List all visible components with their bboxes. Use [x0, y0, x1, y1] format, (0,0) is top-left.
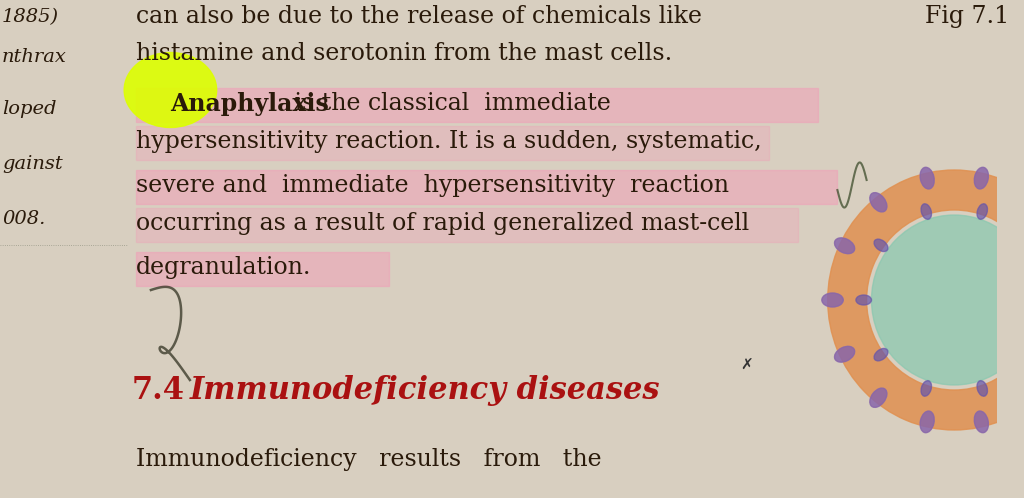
Ellipse shape — [835, 346, 855, 362]
Ellipse shape — [921, 411, 934, 433]
Ellipse shape — [921, 167, 934, 189]
Bar — [136, 126, 769, 160]
Text: can also be due to the release of chemicals like: can also be due to the release of chemic… — [136, 5, 702, 28]
Ellipse shape — [977, 204, 987, 219]
Text: Fig 7.1: Fig 7.1 — [925, 5, 1010, 28]
Text: nthrax: nthrax — [2, 48, 67, 66]
Text: Anaphylaxis: Anaphylaxis — [170, 92, 330, 116]
Text: hypersensitivity reaction. It is a sudden, systematic,: hypersensitivity reaction. It is a sudde… — [136, 130, 762, 153]
Ellipse shape — [869, 193, 887, 212]
Ellipse shape — [974, 411, 988, 433]
Ellipse shape — [856, 295, 871, 305]
Bar — [136, 208, 799, 242]
Ellipse shape — [977, 380, 987, 396]
Text: Immunodeficiency   results   from   the: Immunodeficiency results from the — [136, 448, 602, 471]
Text: degranulation.: degranulation. — [136, 256, 312, 279]
Ellipse shape — [1021, 349, 1024, 361]
Bar — [136, 170, 838, 204]
Text: 1885): 1885) — [2, 8, 59, 26]
Ellipse shape — [1022, 388, 1024, 407]
Ellipse shape — [124, 52, 217, 127]
Ellipse shape — [835, 238, 855, 253]
Bar — [136, 88, 818, 122]
Ellipse shape — [1021, 239, 1024, 251]
Text: ✗: ✗ — [740, 358, 753, 373]
Ellipse shape — [874, 349, 888, 361]
Ellipse shape — [822, 293, 843, 307]
Text: occurring as a result of rapid generalized mast-cell: occurring as a result of rapid generaliz… — [136, 212, 750, 235]
Ellipse shape — [874, 239, 888, 251]
Circle shape — [871, 215, 1024, 385]
Text: loped: loped — [2, 100, 56, 118]
Ellipse shape — [1022, 193, 1024, 212]
Ellipse shape — [921, 204, 932, 219]
Ellipse shape — [921, 380, 932, 396]
Ellipse shape — [974, 167, 988, 189]
Text: Immunodeficiency diseases: Immunodeficiency diseases — [189, 375, 660, 406]
Bar — [136, 252, 389, 286]
Ellipse shape — [869, 388, 887, 407]
Text: severe and  immediate  hypersensitivity  reaction: severe and immediate hypersensitivity re… — [136, 174, 729, 197]
Text: histamine and serotonin from the mast cells.: histamine and serotonin from the mast ce… — [136, 42, 673, 65]
Text: 008.: 008. — [2, 210, 45, 228]
Text: gainst: gainst — [2, 155, 62, 173]
Text: is the classical  immediate: is the classical immediate — [288, 92, 611, 115]
Text: 7.4: 7.4 — [131, 375, 184, 406]
